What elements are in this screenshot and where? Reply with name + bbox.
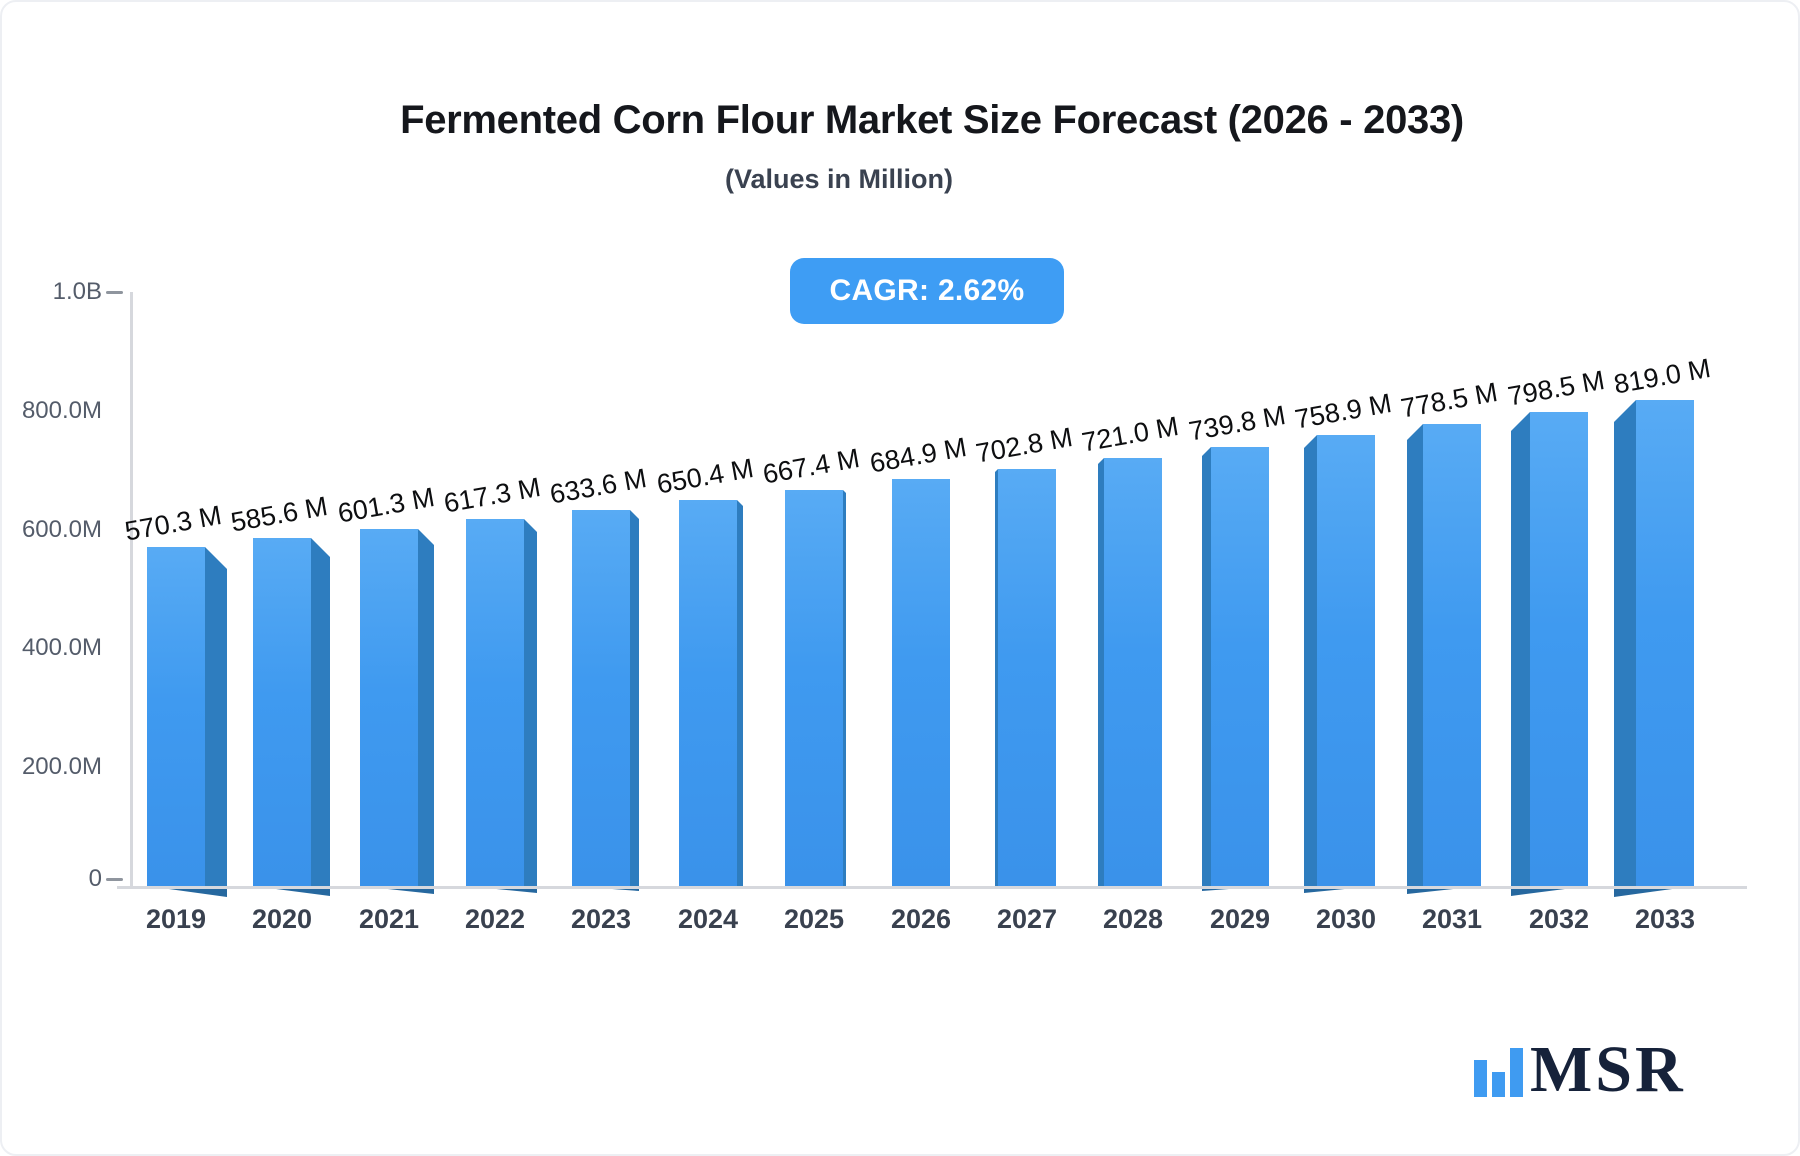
logo-bar-icon (1474, 1060, 1487, 1097)
chart-subtitle: (Values in Million) (724, 164, 954, 194)
cagr-badge: CAGR: 2.62% (790, 258, 1064, 324)
x-axis-label-2028: 2028 (1102, 904, 1164, 934)
bar-bottom-shadow (253, 886, 330, 896)
bar-2025[interactable] (785, 490, 843, 886)
y-axis-tick-mark (106, 878, 123, 881)
bar-side-face (524, 519, 537, 886)
x-axis-label-2030: 2030 (1315, 904, 1377, 934)
bar-bottom-shadow (1304, 886, 1375, 893)
msr-logo: MSR (1474, 1033, 1734, 1110)
x-axis-label-2021: 2021 (358, 904, 420, 934)
bar-side-face (1614, 400, 1636, 886)
x-axis-label-2027: 2027 (996, 904, 1058, 934)
bar-value-label: 633.6 M (547, 463, 649, 510)
x-axis-label-2033: 2033 (1634, 904, 1696, 934)
bar-bottom-shadow (147, 886, 227, 897)
x-axis-label-2025: 2025 (783, 904, 845, 934)
y-axis-tick-label: 800.0M (21, 396, 102, 424)
bar-2024[interactable] (679, 500, 737, 886)
bar-value-label: 650.4 M (654, 453, 756, 500)
bar-2020[interactable] (253, 538, 311, 886)
y-axis-tick-label: 200.0M (21, 753, 102, 781)
bar-2021[interactable] (360, 529, 418, 886)
bar-side-face (418, 529, 434, 886)
bar-value-label: 798.5 M (1505, 365, 1607, 412)
bar-2032[interactable] (1530, 412, 1588, 886)
bar-2026[interactable] (892, 479, 950, 886)
bar-value-label: 601.3 M (335, 482, 437, 529)
bar-2022[interactable] (466, 519, 524, 886)
bar-2023[interactable] (572, 510, 630, 886)
bar-side-face (1202, 447, 1211, 886)
bar-2030[interactable] (1317, 435, 1375, 886)
chart-title: Fermented Corn Flour Market Size Forecas… (400, 98, 1464, 142)
bar-side-face (205, 547, 227, 886)
bar-2031[interactable] (1423, 424, 1481, 886)
bar-value-label: 739.8 M (1186, 400, 1288, 447)
bar-side-face (311, 538, 330, 886)
bar-value-label: 684.9 M (867, 432, 969, 479)
bar-value-label: 778.5 M (1398, 377, 1500, 424)
bar-2027[interactable] (998, 469, 1056, 886)
logo-bar-icon (1510, 1048, 1523, 1097)
bar-value-label: 758.9 M (1292, 388, 1394, 435)
bar-2033[interactable] (1636, 400, 1694, 886)
x-axis-label-2031: 2031 (1421, 904, 1483, 934)
y-axis-tick-label: 400.0M (21, 634, 102, 662)
bar-side-face (843, 490, 846, 886)
x-axis-label-2029: 2029 (1209, 904, 1271, 934)
bar-bottom-shadow (360, 886, 434, 894)
x-axis-label-2023: 2023 (570, 904, 632, 934)
x-axis-label-2022: 2022 (464, 904, 526, 934)
cagr-badge-label: CAGR: 2.62% (829, 274, 1025, 307)
y-axis-tick-label: 0 (88, 865, 102, 892)
bar-bottom-shadow (1407, 886, 1481, 894)
y-axis-tick-label: 600.0M (21, 515, 102, 543)
x-axis-label-2026: 2026 (890, 904, 952, 934)
y-axis-tick-label: 1.0B (52, 278, 102, 305)
bar-2029[interactable] (1211, 447, 1269, 886)
x-axis-label-2020: 2020 (251, 904, 313, 934)
bar-side-face (1511, 412, 1530, 886)
bar-value-label: 570.3 M (122, 500, 224, 547)
bar-value-label: 667.4 M (760, 443, 862, 490)
logo-bar-icon (1492, 1072, 1505, 1097)
bar-side-face (737, 500, 743, 886)
bar-side-face (1304, 435, 1317, 886)
bar-side-face (995, 469, 998, 886)
x-axis-label-2024: 2024 (677, 904, 739, 934)
bar-value-label: 585.6 M (228, 491, 330, 538)
bar-value-label: 702.8 M (973, 422, 1075, 469)
bar-bottom-shadow (466, 886, 537, 893)
x-axis-label-2032: 2032 (1528, 904, 1590, 934)
bar-side-face (630, 510, 639, 886)
bar-2019[interactable] (147, 547, 205, 886)
bar-side-face (1098, 458, 1104, 886)
bar-bottom-shadow (1614, 886, 1694, 897)
x-axis-line (117, 886, 1747, 889)
x-axis-label-2019: 2019 (145, 904, 207, 934)
bar-value-label: 721.0 M (1079, 411, 1181, 458)
bar-value-label: 617.3 M (441, 472, 543, 519)
logo-text: MSR (1530, 1033, 1686, 1106)
y-axis-line (130, 292, 133, 888)
y-axis-tick-mark (106, 291, 123, 294)
bar-bottom-shadow (1511, 886, 1588, 896)
bar-2028[interactable] (1104, 458, 1162, 886)
bar-value-label: 819.0 M (1611, 353, 1713, 400)
bar-side-face (1407, 424, 1423, 886)
